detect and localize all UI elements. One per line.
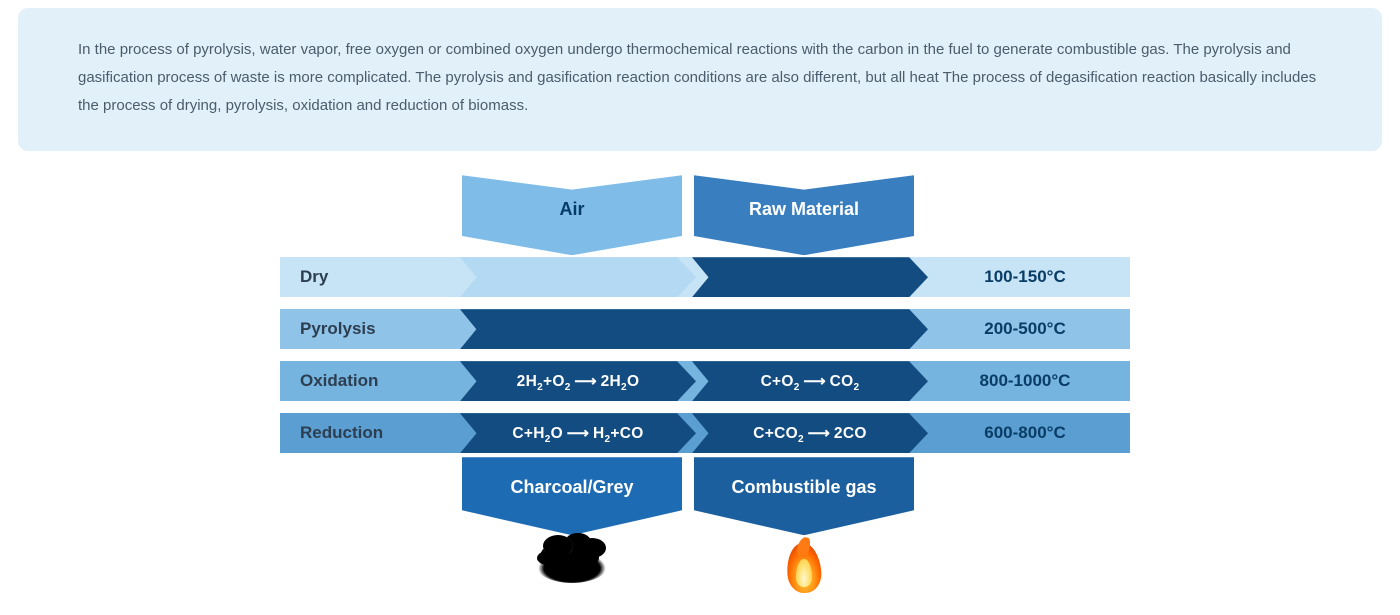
intro-text: In the process of pyrolysis, water vapor… (18, 8, 1382, 151)
output-charcoal-label: Charcoal/Grey (462, 457, 682, 535)
label-oxidation: Oxidation (280, 361, 460, 401)
row-oxidation: Oxidation 2H2+O2⟶2H2O C+O2⟶CO2 800-1000°… (280, 361, 1130, 401)
temp-reduction: 600-800°C (920, 413, 1130, 453)
header-air: Air (462, 175, 682, 255)
row-dry: Dry 100-150°C (280, 257, 1130, 297)
pill-dry-right (692, 257, 928, 297)
label-dry: Dry (280, 257, 460, 297)
temp-pyrolysis: 200-500°C (920, 309, 1130, 349)
eq-reduction-right: C+CO2⟶2CO (692, 413, 928, 453)
pill-pyrolysis (460, 309, 928, 349)
charcoal-icon (462, 541, 682, 583)
process-diagram: Air Raw Material Dry 100-150°C Pyrolysis… (0, 175, 1400, 615)
eq: C+CO2⟶2CO (753, 424, 866, 443)
label-reduction: Reduction (280, 413, 460, 453)
row-pyrolysis: Pyrolysis 200-500°C (280, 309, 1130, 349)
eq-oxidation-right: C+O2⟶CO2 (692, 361, 928, 401)
header-raw-material: Raw Material (694, 175, 914, 255)
temp-dry: 100-150°C (920, 257, 1130, 297)
eq-reduction-left: C+H2O⟶H2+CO (460, 413, 696, 453)
eq: C+O2⟶CO2 (761, 372, 860, 391)
eq: 2H2+O2⟶2H2O (517, 372, 640, 391)
output-gas-label: Combustible gas (694, 457, 914, 535)
eq-oxidation-left: 2H2+O2⟶2H2O (460, 361, 696, 401)
temp-oxidation: 800-1000°C (920, 361, 1130, 401)
eq: C+H2O⟶H2+CO (512, 424, 643, 443)
flame-icon (694, 541, 914, 595)
pill-dry-left (460, 257, 696, 297)
row-reduction: Reduction C+H2O⟶H2+CO C+CO2⟶2CO 600-800°… (280, 413, 1130, 453)
label-pyrolysis: Pyrolysis (280, 309, 460, 349)
